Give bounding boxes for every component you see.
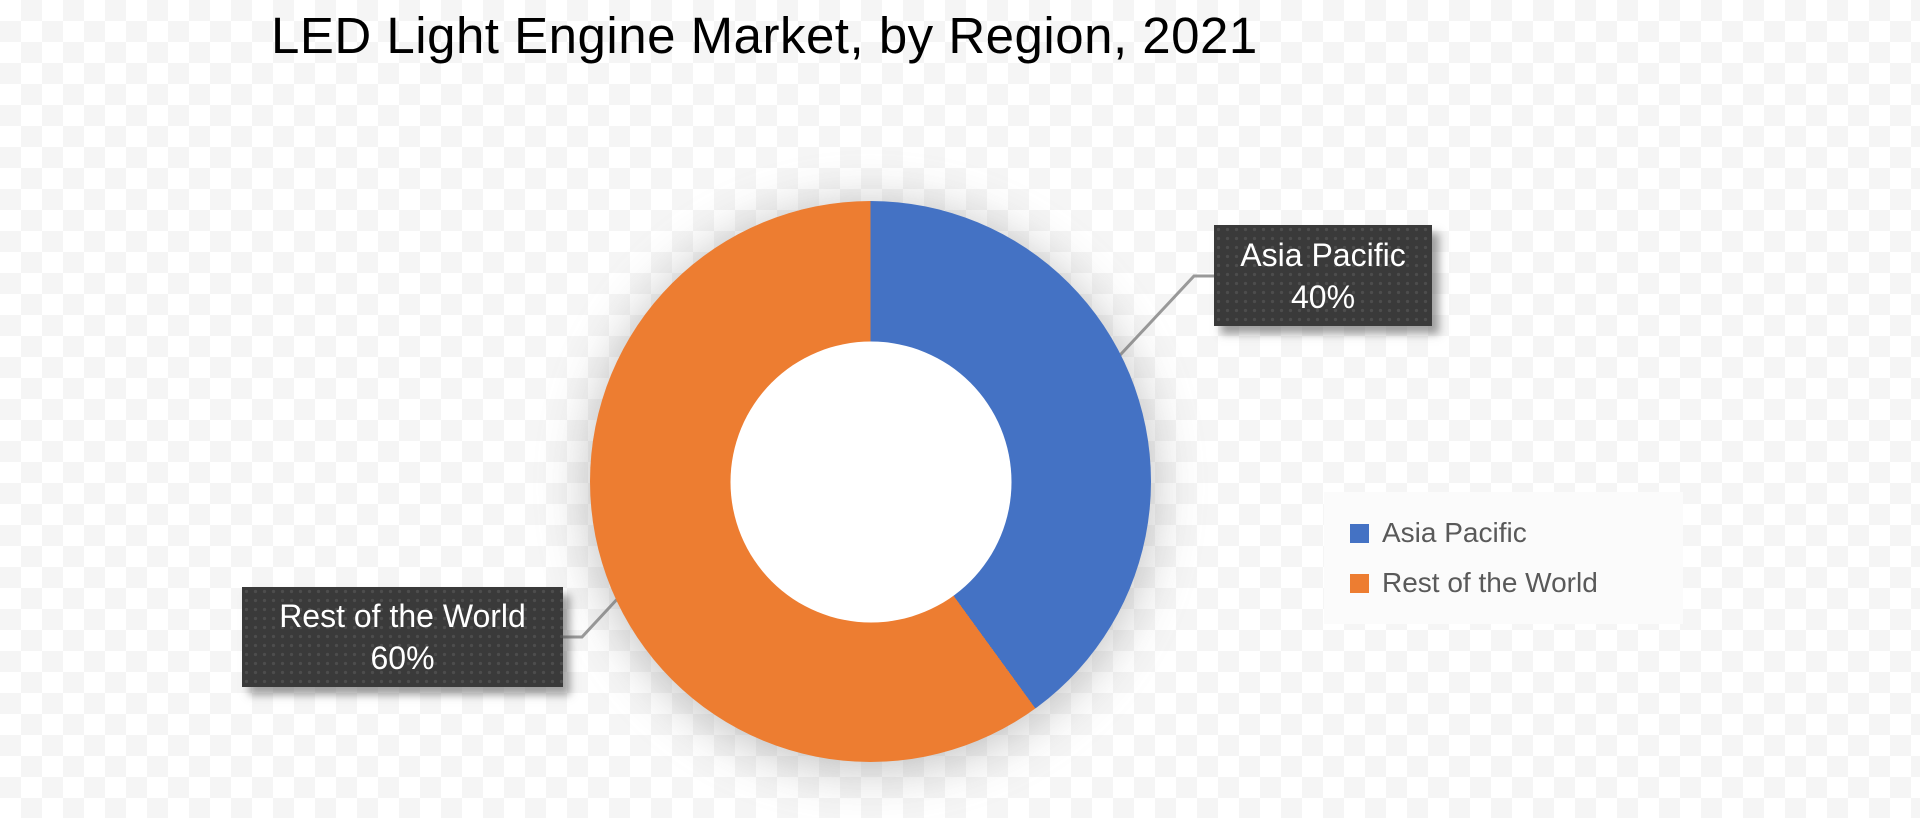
callout-asia-pacific-value: 40% [1290, 278, 1356, 315]
legend-label-rest-of-world: Rest of the World [1382, 567, 1598, 598]
chart-title: LED Light Engine Market, by Region, 2021 [271, 7, 1258, 64]
callout-rest-of-world: Rest of the World 60% [242, 587, 563, 687]
legend-swatch-rest-of-world [1350, 573, 1369, 593]
legend-item-rest-of-world: Rest of the World [1350, 567, 1683, 599]
chart-legend: Asia Pacific Rest of the World [1324, 492, 1683, 624]
callout-asia-pacific-label: Asia Pacific [1240, 236, 1406, 273]
callout-rest-of-world-label: Rest of the World [279, 598, 526, 634]
donut-hole [730, 341, 1011, 622]
callout-rest-of-world-value: 60% [370, 640, 435, 676]
legend-label-asia-pacific: Asia Pacific [1382, 517, 1527, 548]
legend-item-asia-pacific: Asia Pacific [1350, 517, 1683, 549]
donut-chart [590, 201, 1151, 762]
legend-swatch-asia-pacific [1350, 523, 1369, 543]
callout-asia-pacific: Asia Pacific 40% [1214, 225, 1432, 326]
